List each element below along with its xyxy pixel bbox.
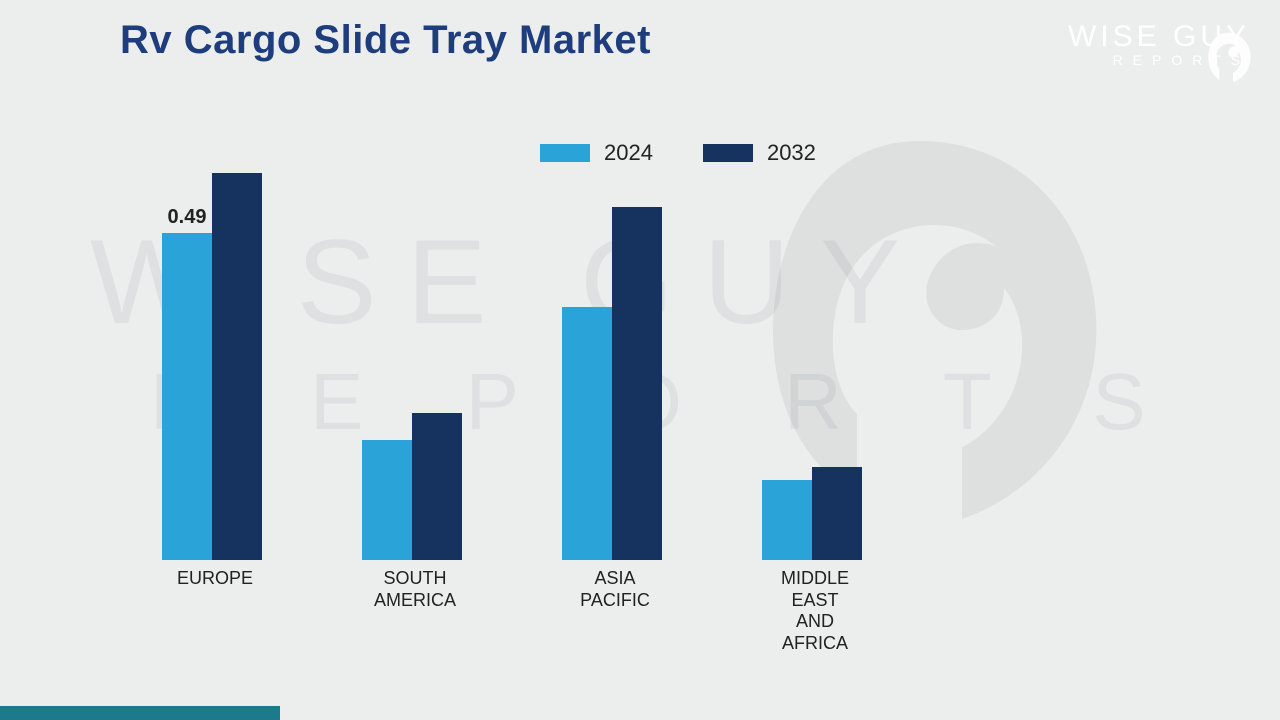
- x-axis-label: MIDDLEEASTANDAFRICA: [735, 568, 895, 654]
- logo-head-icon: [1200, 30, 1255, 85]
- bar: [562, 307, 612, 560]
- bar: [812, 467, 862, 560]
- bar-value-label: 0.49: [168, 206, 207, 229]
- bar-chart: Market Size in USD Billion 2024 2032 0.4…: [60, 140, 940, 680]
- x-axis-label: ASIAPACIFIC: [535, 568, 695, 611]
- plot-area: 0.49EUROPESOUTHAMERICAASIAPACIFICMIDDLEE…: [130, 160, 930, 560]
- brand-logo: WISE GUY REPORTS: [1068, 20, 1250, 68]
- page-root: Rv Cargo Slide Tray Market WISE GUY REPO…: [0, 0, 1280, 720]
- bar: [412, 413, 462, 560]
- x-axis-label: SOUTHAMERICA: [335, 568, 495, 611]
- x-axis-label: EUROPE: [135, 568, 295, 590]
- chart-title: Rv Cargo Slide Tray Market: [120, 18, 651, 63]
- bar: 0.49: [162, 233, 212, 560]
- bar: [362, 440, 412, 560]
- bar: [212, 173, 262, 560]
- bar: [612, 207, 662, 560]
- accent-bottom-bar: [0, 706, 280, 720]
- bar: [762, 480, 812, 560]
